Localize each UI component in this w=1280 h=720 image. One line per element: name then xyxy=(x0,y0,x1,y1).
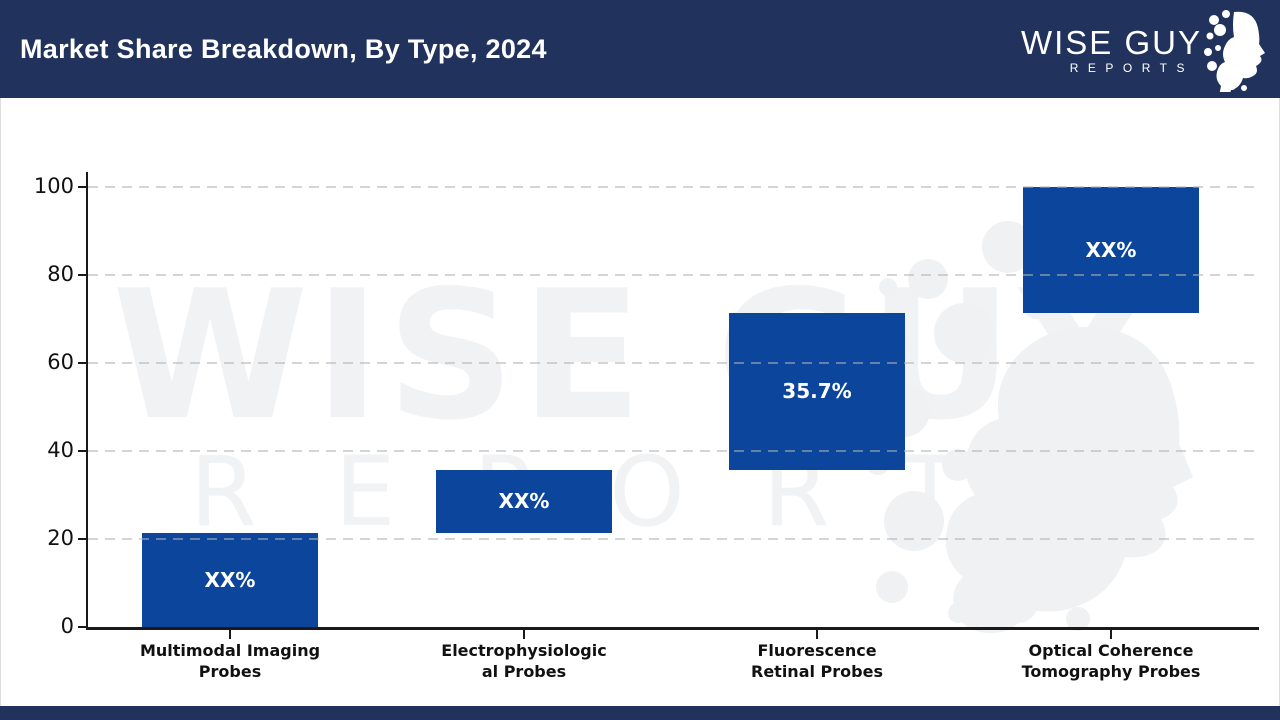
gridline-y-80 xyxy=(88,273,1258,276)
x-tick-mark xyxy=(229,630,231,639)
gridline-y-40 xyxy=(88,450,1258,453)
bar-4: XX% xyxy=(1023,186,1199,313)
bar-value-label: XX% xyxy=(204,568,256,593)
category-label-4: Optical Coherence Tomography Probes xyxy=(1021,641,1201,681)
y-tick-label: 100 xyxy=(33,173,74,198)
y-tick-label: 40 xyxy=(47,438,74,463)
category-label-3: Fluorescence Retinal Probes xyxy=(751,641,883,681)
bar-1: XX% xyxy=(142,532,318,628)
y-tick-label: 60 xyxy=(47,350,74,375)
y-tick-label: 0 xyxy=(60,614,74,639)
wise-guy-reports-logo: WISE GUY REPORTS xyxy=(1020,0,1272,98)
x-tick-mark xyxy=(523,630,525,639)
y-tick-mark xyxy=(78,362,87,365)
y-tick-mark xyxy=(78,185,87,188)
y-tick-mark xyxy=(78,450,87,453)
bar-value-label: XX% xyxy=(1085,237,1137,262)
page-title: Market Share Breakdown, By Type, 2024 xyxy=(20,34,547,64)
bar-2: XX% xyxy=(436,470,612,533)
footer-bar xyxy=(0,706,1280,720)
gridline-y-100 xyxy=(88,185,1258,188)
x-tick-mark xyxy=(816,630,818,639)
bar-3: 35.7% xyxy=(729,312,905,471)
logo-face-icon xyxy=(1204,10,1265,92)
x-axis-line xyxy=(86,627,1259,630)
gridline-y-20 xyxy=(88,538,1258,541)
y-tick-mark xyxy=(78,626,87,629)
x-tick-mark xyxy=(1110,630,1112,639)
bar-value-label: 35.7% xyxy=(782,379,852,404)
y-tick-label: 80 xyxy=(47,261,74,286)
header-bar: Market Share Breakdown, By Type, 2024 WI… xyxy=(0,0,1280,98)
logo-reports-text: REPORTS xyxy=(1069,61,1194,75)
gridline-y-60 xyxy=(88,362,1258,365)
y-tick-mark xyxy=(78,538,87,541)
y-tick-mark xyxy=(78,273,87,276)
y-tick-label: 20 xyxy=(47,526,74,551)
logo-wordmark: WISE GUY xyxy=(1020,24,1202,61)
category-label-1: Multimodal Imaging Probes xyxy=(139,641,321,681)
category-label-2: Electrophysiologic al Probes xyxy=(441,641,607,681)
y-axis-line xyxy=(86,172,88,629)
bar-value-label: XX% xyxy=(498,489,550,514)
